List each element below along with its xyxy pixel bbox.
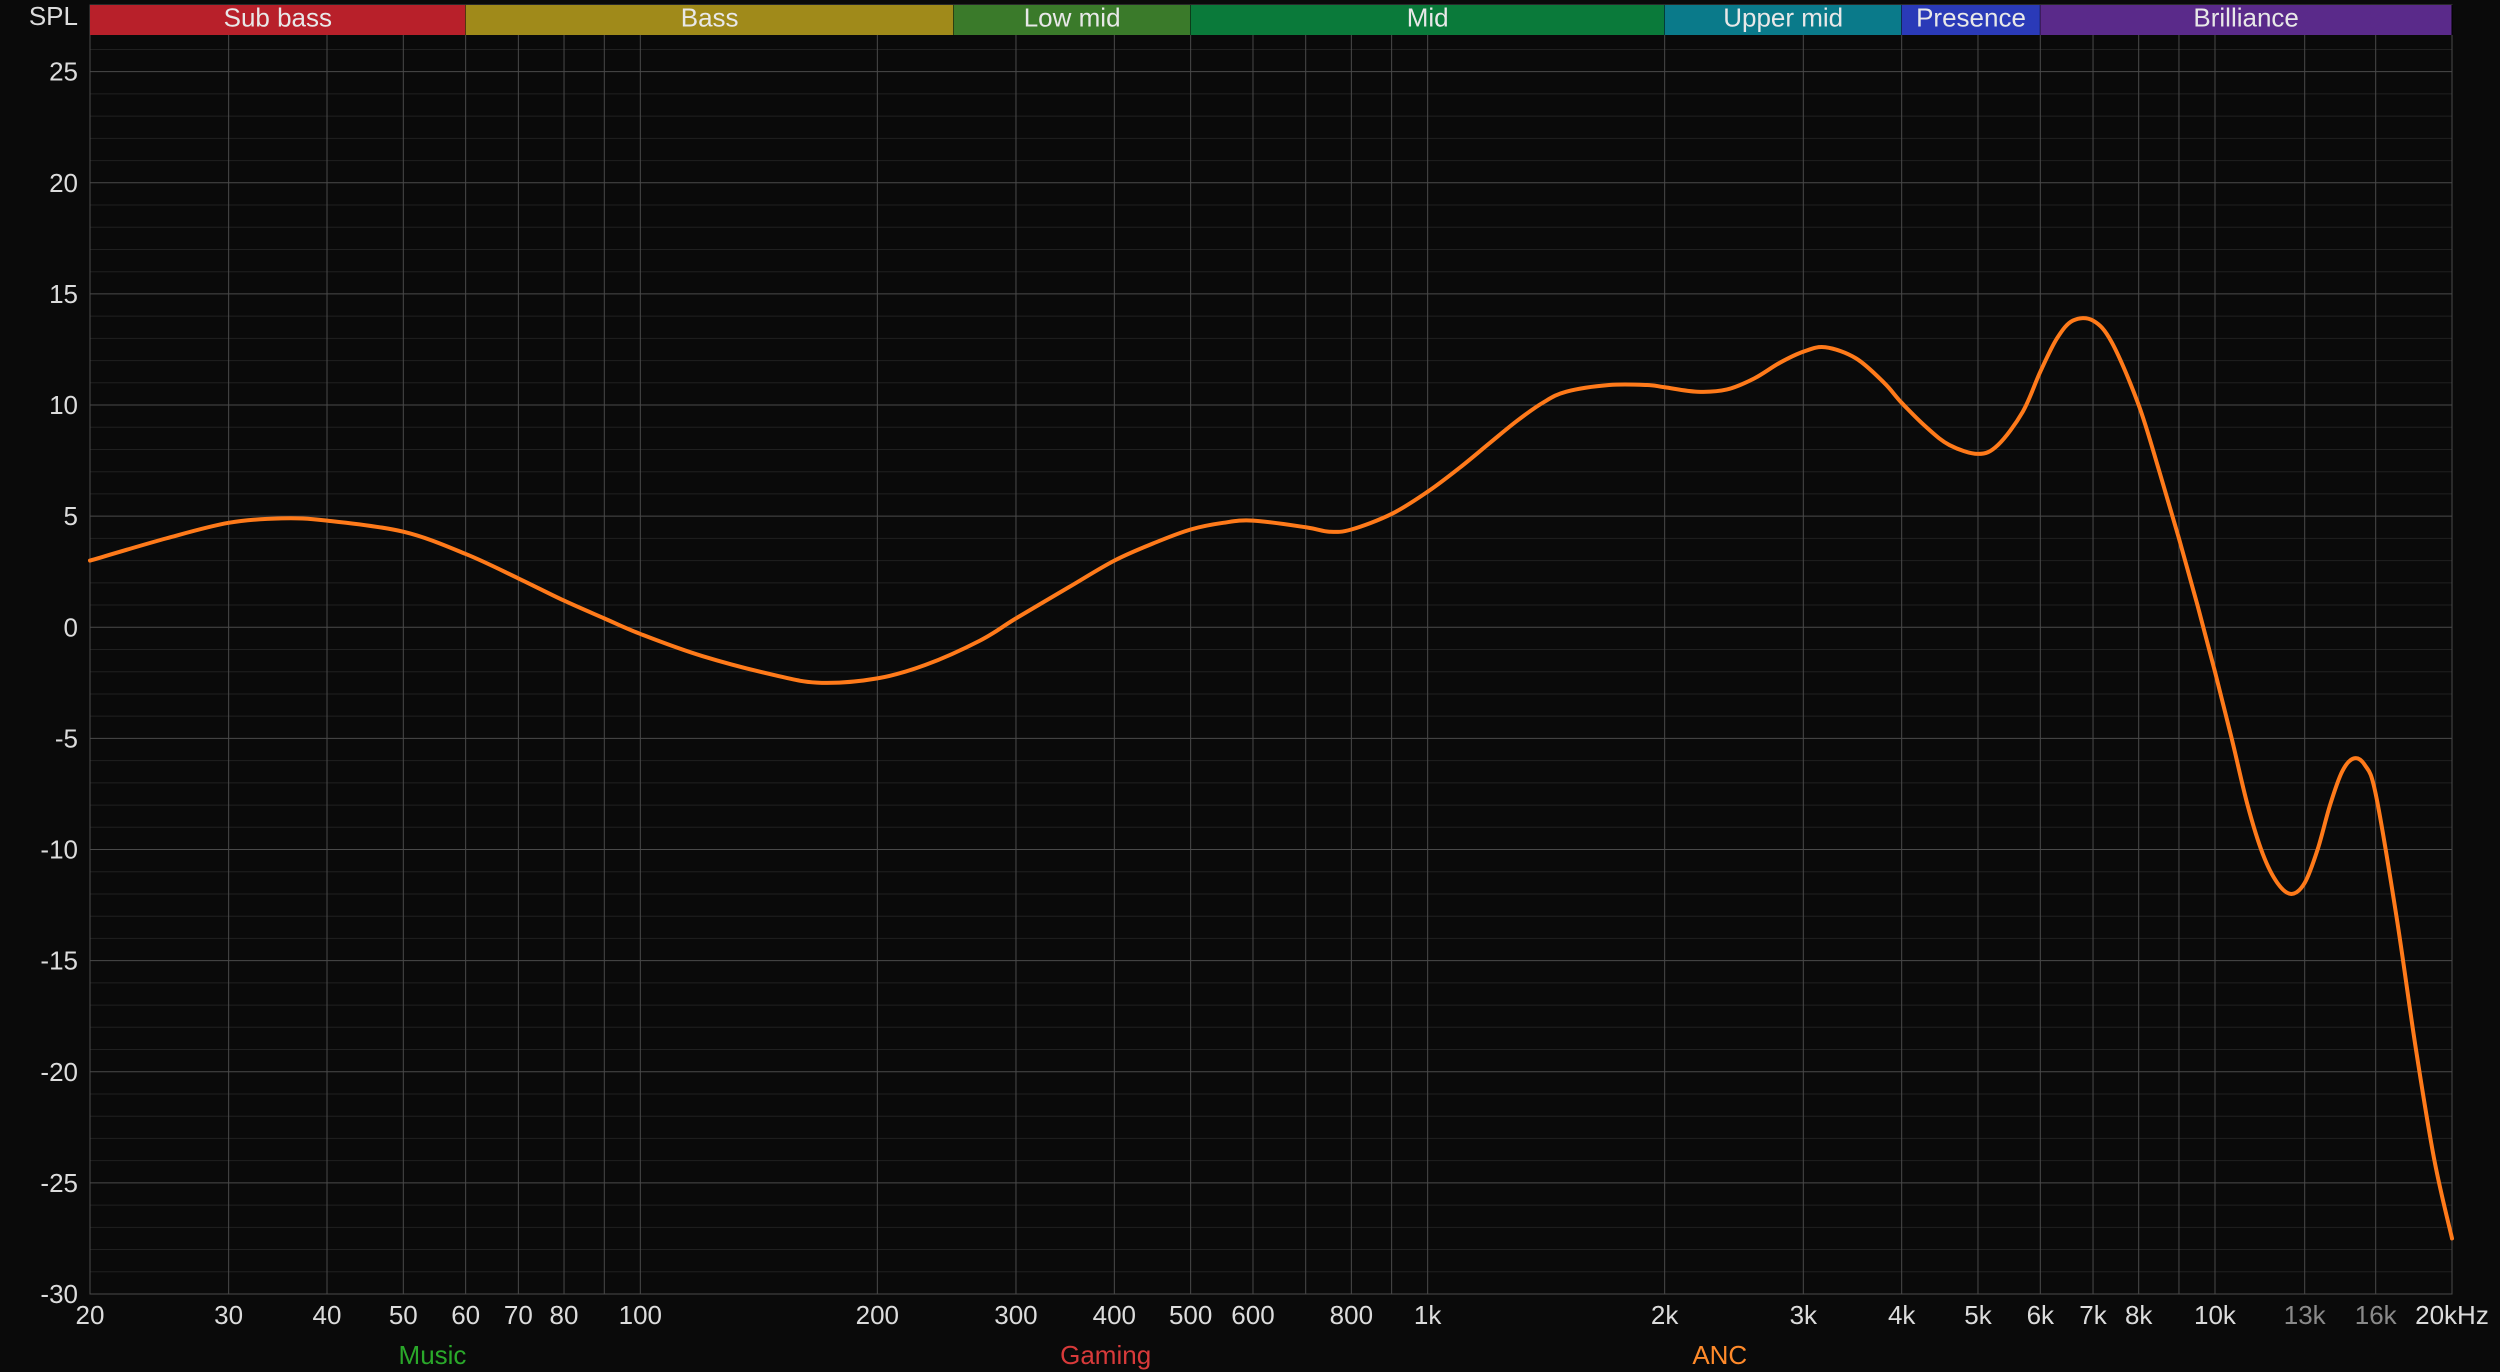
x-tick-label: 4k — [1888, 1300, 1916, 1330]
x-tick-label: 2k — [1651, 1300, 1679, 1330]
x-tick-label: 1k — [1414, 1300, 1442, 1330]
freq-band-label: Bass — [681, 3, 739, 33]
x-tick-label: 60 — [451, 1300, 480, 1330]
freq-band-label: Sub bass — [224, 3, 332, 33]
legend-item[interactable]: Music — [399, 1340, 467, 1370]
x-tick-label: 7k — [2079, 1300, 2107, 1330]
y-tick-label: -25 — [40, 1168, 78, 1198]
x-tick-label: 8k — [2125, 1300, 2153, 1330]
y-tick-label: -20 — [40, 1057, 78, 1087]
y-axis-title-svg: SPL — [29, 1, 78, 31]
freq-band-label: Brilliance — [2193, 3, 2299, 33]
x-tick-label: 3k — [1790, 1300, 1818, 1330]
x-tick-label: 200 — [856, 1300, 899, 1330]
y-tick-label: -30 — [40, 1279, 78, 1309]
freq-band-label: Mid — [1407, 3, 1449, 33]
y-tick-label: 25 — [49, 57, 78, 87]
x-tick-label: 6k — [2027, 1300, 2055, 1330]
x-tick-label: 400 — [1093, 1300, 1136, 1330]
x-tick-label: 5k — [1964, 1300, 1992, 1330]
y-tick-label: -5 — [55, 723, 78, 753]
freq-band-label: Upper mid — [1723, 3, 1843, 33]
legend-item[interactable]: Gaming — [1060, 1340, 1151, 1370]
x-tick-label: 20 — [76, 1300, 105, 1330]
frequency-response-chart: Sub bass Bass Low mid Mid Upper mid Presence B… — [0, 0, 2500, 1372]
y-tick-label: 10 — [49, 390, 78, 420]
x-tick-label: 13k — [2284, 1300, 2327, 1330]
chart-canvas: Sub bass Bass Low mid Mid Upper mid Presence B… — [0, 0, 2500, 1372]
x-tick-label: 80 — [550, 1300, 579, 1330]
x-tick-label: 20kHz — [2415, 1300, 2489, 1330]
y-tick-label: 0 — [64, 612, 78, 642]
y-tick-label: -10 — [40, 835, 78, 865]
chart-bg — [0, 0, 2500, 1372]
freq-band-label: Presence — [1916, 3, 2026, 33]
x-tick-label: 30 — [214, 1300, 243, 1330]
y-tick-label: 20 — [49, 168, 78, 198]
y-tick-label: -15 — [40, 946, 78, 976]
x-tick-label: 100 — [619, 1300, 662, 1330]
x-tick-label: 10k — [2194, 1300, 2237, 1330]
x-tick-label: 300 — [994, 1300, 1037, 1330]
x-tick-label: 600 — [1231, 1300, 1274, 1330]
x-tick-label: 800 — [1330, 1300, 1373, 1330]
y-tick-label: 5 — [64, 501, 78, 531]
y-tick-label: 15 — [49, 279, 78, 309]
legend-item[interactable]: ANC — [1692, 1340, 1747, 1370]
x-tick-label: 40 — [313, 1300, 342, 1330]
x-tick-label: 70 — [504, 1300, 533, 1330]
x-tick-label: 50 — [389, 1300, 418, 1330]
freq-band-label: Low mid — [1024, 3, 1121, 33]
x-tick-label: 16k — [2355, 1300, 2398, 1330]
x-tick-label: 500 — [1169, 1300, 1212, 1330]
